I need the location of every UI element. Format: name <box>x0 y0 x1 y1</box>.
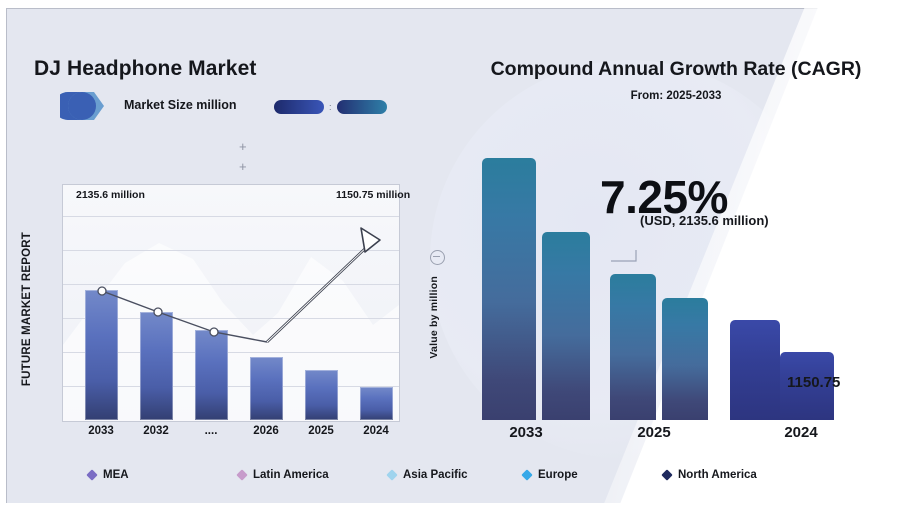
x-label-4: 2025 <box>308 425 334 437</box>
bar-dots <box>195 330 228 420</box>
cagr-subtitle: From: 2025-2033 <box>630 90 722 102</box>
legend-item-europe[interactable]: Europe <box>521 469 663 481</box>
right-bar-2024-upper <box>730 320 780 420</box>
legend-item-north-america[interactable]: North America <box>661 469 757 481</box>
right-bar-2033-lower <box>542 232 590 420</box>
right-bar-2025-lower <box>662 298 708 420</box>
right-bar-2033-upper <box>482 158 536 420</box>
legend-pill-separator: : <box>329 101 332 112</box>
legend-label-asia-pacific: Asia Pacific <box>403 469 468 481</box>
y-axis-right-label: Value by million <box>428 276 440 359</box>
legend-label-mea: MEA <box>103 469 129 481</box>
legend-item-mea[interactable]: MEA <box>86 469 238 481</box>
cagr-value: 7.25% <box>600 171 728 223</box>
right-x-label-2024: 2024 <box>784 424 818 441</box>
annotation-left-value: 2135.6 million <box>76 189 145 201</box>
x-label-2: .... <box>204 425 218 437</box>
right-x-label-2033: 2033 <box>509 424 543 441</box>
x-label-5: 2024 <box>363 425 389 437</box>
x-label-3: 2026 <box>253 425 279 437</box>
legend-dot-asia-pacific <box>386 469 398 481</box>
plus-icon-2: + <box>239 159 247 174</box>
legend-item-asia-pacific[interactable]: Asia Pacific <box>386 469 523 481</box>
trend-line-and-arrow <box>97 227 381 343</box>
bar-2033 <box>85 290 118 420</box>
legend-dot-north-america <box>661 469 673 481</box>
bar-2032 <box>140 312 173 420</box>
legend-label-north-america: North America <box>678 469 757 481</box>
circle-minus-icon[interactable] <box>430 250 445 265</box>
bar-2026 <box>250 357 283 420</box>
bar-2024 <box>360 387 393 420</box>
page-title: DJ Headphone Market <box>34 57 257 80</box>
legend-dot-latin-america <box>236 469 248 481</box>
legend-pill-group: : <box>274 100 387 114</box>
x-label-0: 2033 <box>88 425 114 437</box>
left-chart-bars <box>62 184 398 420</box>
legend-pill-secondary <box>336 100 387 114</box>
legend-item-latin-america[interactable]: Latin America <box>236 469 388 481</box>
right-bar-2024-lower <box>780 352 834 420</box>
legend-dot-mea <box>86 469 98 481</box>
annotation-right-value: 1150.75 million <box>336 189 411 201</box>
legend-pill-primary <box>274 100 324 114</box>
hexagon-logo-icon <box>60 92 104 120</box>
plus-icon-1: + <box>239 139 247 154</box>
legend-label-europe: Europe <box>538 469 578 481</box>
x-label-1: 2032 <box>143 425 169 437</box>
y-axis-left-label: FUTURE MARKET REPORT <box>21 232 33 387</box>
region-legend: MEA Latin America Asia Pacific Europe No… <box>86 465 788 485</box>
corner-bracket-icon <box>611 250 637 262</box>
legend-label-latin-america: Latin America <box>253 469 329 481</box>
right-x-label-2025: 2025 <box>637 424 671 441</box>
cagr-title: Compound Annual Growth Rate (CAGR) <box>490 58 862 80</box>
right-bar-2025-upper <box>610 274 656 420</box>
legend-dot-europe <box>521 469 533 481</box>
value-label-2024: 1150.75 <box>787 374 841 391</box>
bar-2025 <box>305 370 338 420</box>
right-bar-chart <box>462 150 872 420</box>
left-chart-x-axis: 2033 2032 .... 2026 2025 2024 <box>62 425 398 443</box>
brand-label: Market Size million <box>124 98 237 112</box>
cagr-unit: (USD, 2135.6 million) <box>640 213 769 228</box>
